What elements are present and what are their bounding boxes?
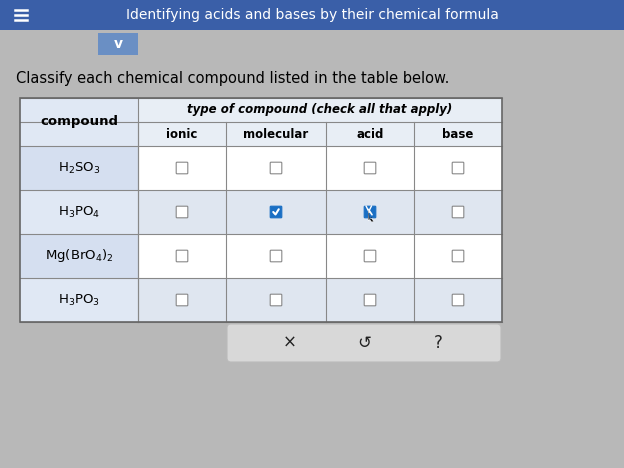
Bar	[20, 146, 138, 190]
Text: $\mathregular{H_3PO_4}$: $\mathregular{H_3PO_4}$	[58, 205, 100, 219]
FancyBboxPatch shape	[452, 162, 464, 174]
FancyBboxPatch shape	[270, 294, 282, 306]
Text: molecular: molecular	[243, 127, 309, 140]
FancyBboxPatch shape	[452, 294, 464, 306]
Bar	[98, 33, 138, 55]
Text: $\mathregular{Mg(BrO_4)_2}$: $\mathregular{Mg(BrO_4)_2}$	[45, 248, 114, 264]
Bar	[20, 122, 502, 146]
FancyBboxPatch shape	[227, 324, 501, 362]
FancyBboxPatch shape	[176, 162, 188, 174]
Bar	[20, 190, 502, 234]
Text: Identifying acids and bases by their chemical formula: Identifying acids and bases by their che…	[125, 8, 499, 22]
Bar	[20, 122, 138, 146]
Bar	[20, 98, 502, 322]
Text: v: v	[114, 37, 122, 51]
FancyBboxPatch shape	[176, 206, 188, 218]
FancyBboxPatch shape	[270, 250, 282, 262]
Text: ?: ?	[434, 334, 443, 352]
FancyBboxPatch shape	[452, 250, 464, 262]
Text: base: base	[442, 127, 474, 140]
Polygon shape	[368, 209, 374, 222]
FancyBboxPatch shape	[176, 250, 188, 262]
FancyBboxPatch shape	[270, 162, 282, 174]
FancyBboxPatch shape	[364, 294, 376, 306]
Bar	[20, 278, 502, 322]
Bar	[20, 278, 138, 322]
Text: compound: compound	[40, 116, 118, 129]
Text: $\mathregular{H_2SO_3}$: $\mathregular{H_2SO_3}$	[58, 161, 100, 176]
Text: $\mathregular{H_3PO_3}$: $\mathregular{H_3PO_3}$	[58, 292, 100, 307]
Bar	[20, 190, 138, 234]
FancyBboxPatch shape	[364, 162, 376, 174]
Polygon shape	[369, 210, 374, 221]
Bar	[20, 98, 502, 122]
Text: type of compound (check all that apply): type of compound (check all that apply)	[187, 103, 452, 117]
Bar	[20, 146, 502, 190]
Text: acid: acid	[356, 127, 384, 140]
FancyBboxPatch shape	[176, 294, 188, 306]
Text: ionic: ionic	[167, 127, 198, 140]
FancyBboxPatch shape	[364, 250, 376, 262]
Bar	[20, 98, 138, 122]
Text: Classify each chemical compound listed in the table below.: Classify each chemical compound listed i…	[16, 71, 449, 86]
FancyBboxPatch shape	[364, 206, 376, 218]
FancyBboxPatch shape	[452, 206, 464, 218]
Bar	[20, 234, 502, 278]
Bar	[20, 234, 138, 278]
Bar	[0, 0, 624, 30]
Text: ×: ×	[283, 334, 296, 352]
Text: ↺: ↺	[357, 334, 371, 352]
FancyBboxPatch shape	[270, 206, 282, 218]
